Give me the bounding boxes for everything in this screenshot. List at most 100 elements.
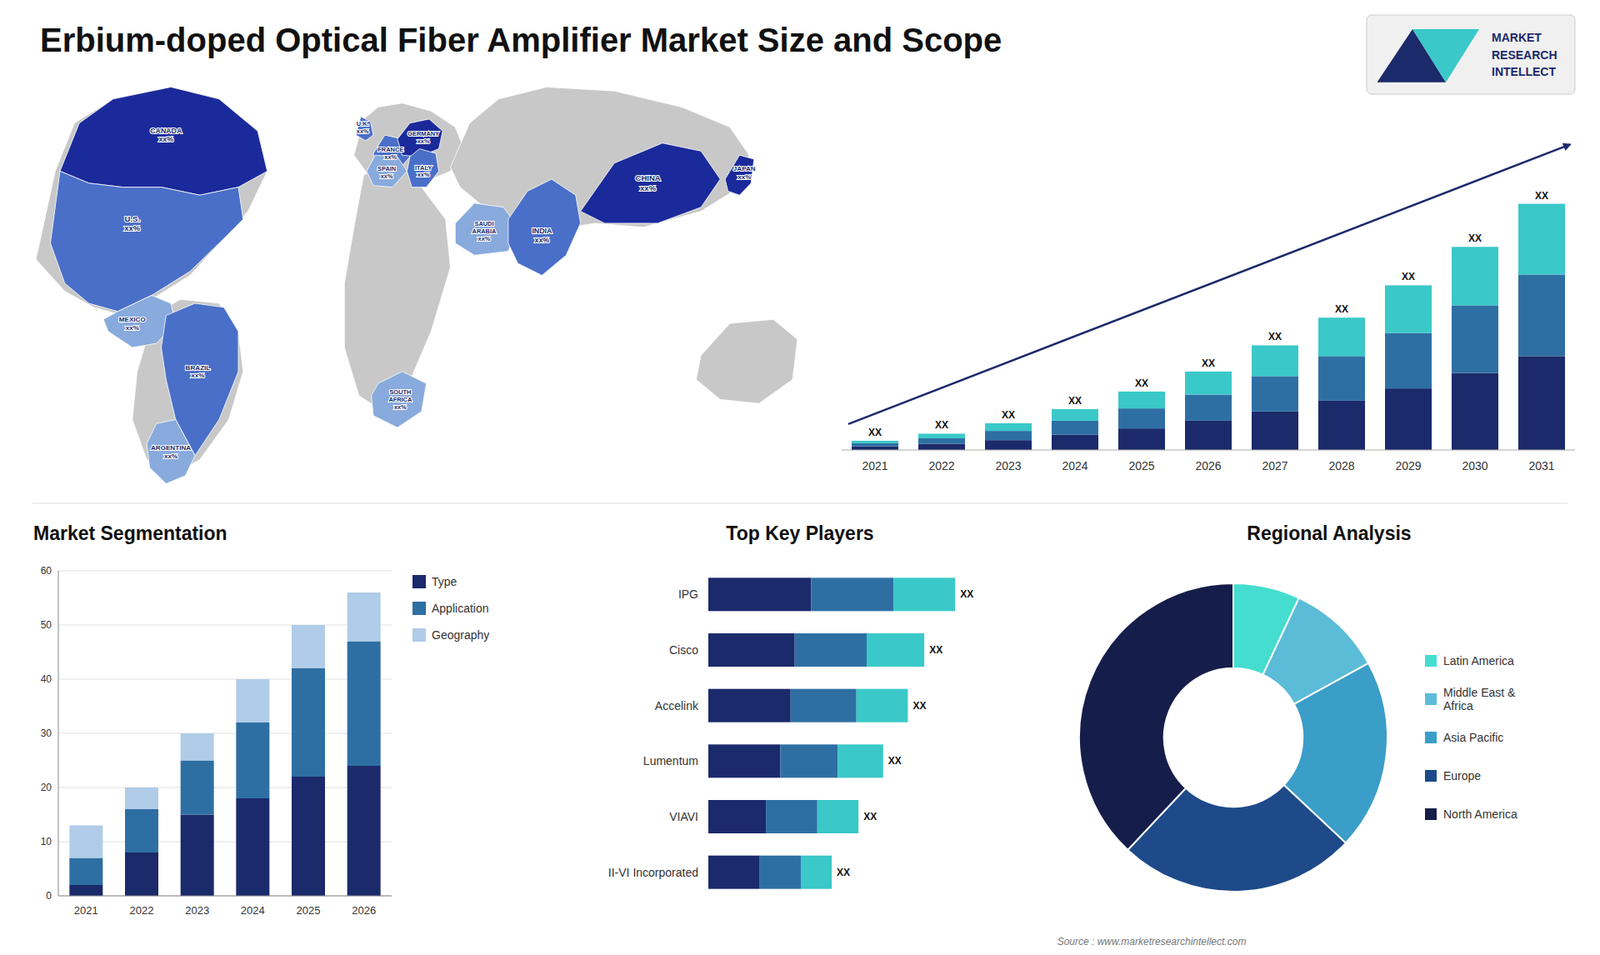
y-tick-label: 50: [40, 619, 53, 631]
text-line: xx%: [158, 135, 174, 144]
text-line: 40: [40, 673, 53, 685]
text-line: 2026: [351, 904, 376, 917]
bar-segment: [1118, 408, 1165, 429]
text-line: xx%: [356, 127, 370, 135]
x-tick-label: 2031: [1528, 459, 1555, 473]
text-line: INTELLECT: [1491, 65, 1556, 79]
bar-segment: [180, 733, 215, 761]
text-line: 20: [40, 781, 53, 794]
map-label: FRANCExx%: [377, 145, 404, 161]
bar-segment: [985, 430, 1032, 440]
text-line: 2023: [995, 459, 1021, 473]
x-tick-label: 2024: [240, 904, 265, 917]
text-line: Source : www.marketresearchintellect.com: [1057, 935, 1247, 948]
bar-segment: [1051, 420, 1099, 435]
bar-segment: [765, 800, 818, 834]
text-line: XX: [912, 700, 926, 712]
map-label: GERMANYxx%: [407, 130, 440, 145]
bar-segment: [708, 689, 791, 723]
bar-segment: [1318, 355, 1365, 401]
bar-segment: [291, 625, 325, 669]
text-line: JAPAN: [733, 165, 756, 173]
bar-segment: [817, 800, 859, 834]
y-tick-label: 10: [40, 835, 53, 848]
legend-swatch: [1425, 731, 1437, 744]
text-line: Type: [431, 575, 458, 589]
text-line: Market Segmentation: [33, 522, 228, 545]
regional-chart: Regional AnalysisLatin AmericaMiddle Eas…: [1079, 522, 1518, 892]
bar-segment: [708, 855, 760, 890]
text-line: xx%: [478, 235, 491, 243]
x-tick-label: 2024: [1061, 459, 1088, 473]
bar-segment: [708, 577, 811, 611]
text-line: 2023: [185, 904, 210, 917]
text-line: ARGENTINA: [150, 444, 191, 452]
text-line: xx%: [640, 183, 657, 193]
text-line: 2025: [1128, 459, 1155, 473]
text-line: SPAIN: [377, 165, 396, 173]
text-line: SAUDI: [474, 220, 494, 228]
text-line: Latin America: [1443, 654, 1515, 668]
bar-segment: [180, 760, 215, 815]
map-label: U.K.xx%: [356, 120, 370, 135]
bar-segment: [1451, 246, 1499, 305]
bars: [851, 204, 1565, 450]
text-line: xx%: [190, 371, 205, 380]
text-line: ITALY: [415, 164, 432, 172]
map-label: CHINAxx%: [635, 173, 661, 192]
map-country: [355, 116, 374, 141]
bar-segment: [837, 744, 883, 778]
chart-title: Regional Analysis: [1246, 522, 1411, 545]
text-line: XX: [1201, 357, 1215, 370]
text-line: FRANCE: [377, 145, 404, 154]
bar-segment: [866, 633, 925, 667]
bar-segment: [1051, 435, 1099, 450]
bar-segment: [1451, 373, 1499, 450]
legend-swatch: [1425, 770, 1437, 782]
text-line: Asia Pacific: [1443, 730, 1504, 745]
x-tick-label: 2026: [351, 904, 376, 917]
data-label: XX: [1135, 377, 1149, 390]
text-line: Application: [431, 601, 490, 615]
grid-line: [58, 679, 392, 680]
text-line: XX: [1335, 303, 1349, 315]
grid-line: [58, 787, 392, 789]
legend-swatch: [1425, 655, 1437, 667]
data-label: XX: [1335, 303, 1349, 315]
bar-segment: [1385, 388, 1432, 450]
text-line: Lumentum: [643, 754, 699, 768]
text-line: ARABIA: [472, 227, 497, 235]
map-label: ARGENTINAxx%: [150, 444, 191, 460]
text-line: Top Key Players: [725, 522, 874, 545]
x-tick-label: 2027: [1261, 459, 1288, 473]
bar-segment: [1051, 409, 1099, 421]
source-text: Source : www.marketresearchintellect.com: [1057, 935, 1247, 948]
grid-line: [58, 733, 392, 735]
logo: MARKETRESEARCHINTELLECT: [1366, 15, 1575, 95]
map-label: SPAINxx%: [377, 165, 396, 180]
legend: TypeApplicationGeography: [412, 575, 490, 642]
text-line: MARKET: [1491, 30, 1542, 45]
logo-text: INTELLECT: [1491, 65, 1556, 79]
text-line: xx%: [124, 223, 141, 233]
legend-swatch: [412, 575, 426, 589]
bar-segment: [69, 885, 103, 896]
x-tick-label: 2026: [1195, 459, 1221, 473]
y-tick-label: Cisco: [669, 643, 699, 657]
y-tick-label: 60: [40, 565, 53, 577]
data-label: XX: [1268, 330, 1282, 343]
x-tick-label: 2021: [861, 459, 888, 473]
bar-segment: [893, 577, 955, 611]
bar-segment: [985, 423, 1032, 431]
segmentation-chart: Market Segmentation010203040506020212022…: [33, 522, 490, 917]
map-country: [580, 143, 721, 224]
map-country: [371, 371, 427, 428]
bar-segment: [1118, 428, 1165, 450]
map-country: [508, 179, 581, 275]
data-label: XX: [1001, 409, 1015, 421]
text-line: XX: [1068, 395, 1082, 407]
data-label: XX: [868, 426, 882, 439]
map-land: [354, 103, 465, 188]
map-land: [35, 86, 268, 315]
text-line: 2026: [1195, 459, 1221, 473]
